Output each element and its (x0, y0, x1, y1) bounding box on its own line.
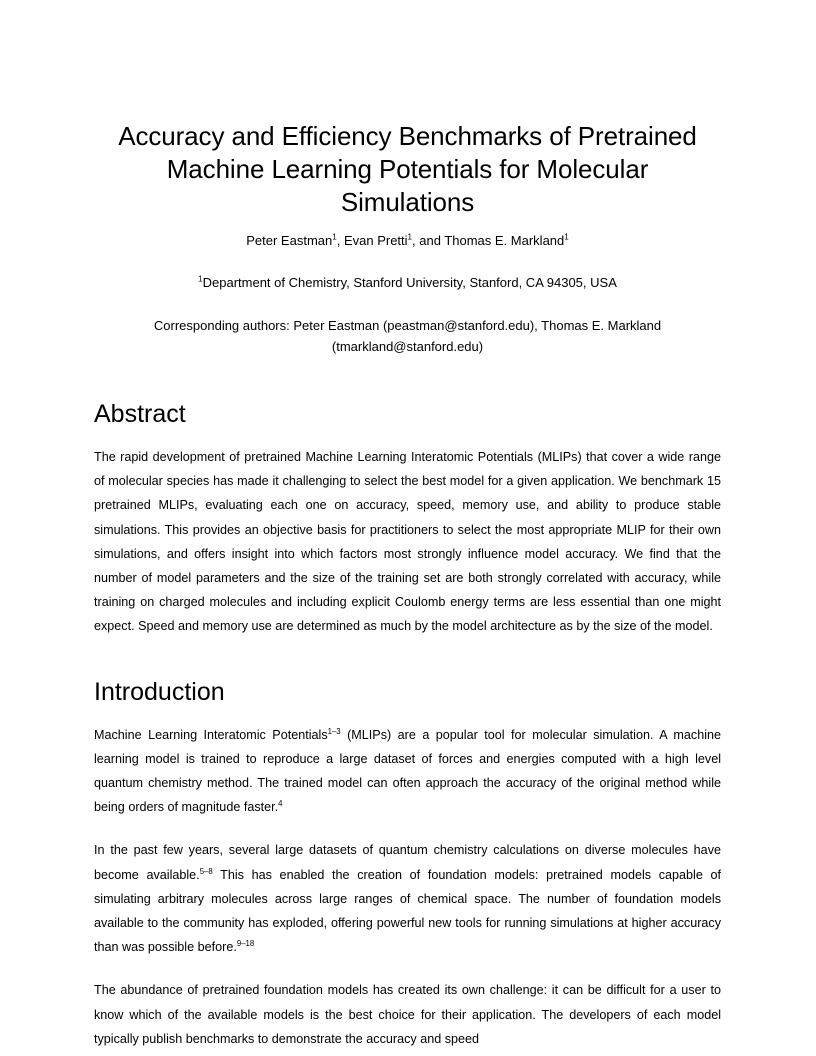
citation-reference: 4 (278, 799, 283, 809)
corresponding-line-1: Corresponding authors: Peter Eastman (pe… (153, 318, 662, 333)
affiliation-marker: 1 (198, 274, 203, 284)
page-content-column: Accuracy and Efficiency Benchmarks of Pr… (94, 0, 721, 1051)
corresponding-line-2: (tmarkland@stanford.edu) (331, 339, 484, 354)
intro-p1-text-b: (MLIPs) are a popular tool for molecular… (94, 727, 722, 815)
introduction-paragraph-3: The abundance of pretrained foundation m… (94, 983, 721, 1046)
citation-reference: 9–18 (236, 939, 255, 949)
introduction-paragraph-2: In the past few years, several large dat… (94, 819, 721, 959)
author-affiliation-marker: 1 (564, 232, 569, 242)
section-heading-introduction: Introduction (94, 677, 225, 706)
citation-reference: 5–8 (199, 866, 213, 876)
author-affiliation-marker: 1 (332, 232, 337, 242)
citation-reference: 1–3 (327, 726, 341, 736)
author-list: Peter Eastman1, Evan Pretti1, and Thomas… (246, 232, 569, 248)
intro-p2-text-b: This has enabled the creation of foundat… (94, 867, 722, 955)
introduction-paragraph-1: Machine Learning Interatomic Potentials1… (94, 707, 721, 820)
corresponding-authors: Corresponding authors: Peter Eastman (pe… (94, 292, 721, 357)
intro-p2-text-a: In the past few years, several large dat… (94, 843, 721, 882)
title-line-3: Simulations (340, 187, 475, 217)
intro-p1-text-a: Machine Learning Interatomic Potentials (94, 727, 328, 742)
title-line-2: Machine Learning Potentials for Molecula… (166, 154, 649, 184)
abstract-paragraph: The rapid development of pretrained Mach… (94, 450, 721, 634)
title-line-1: Accuracy and Efficiency Benchmarks of Pr… (118, 121, 697, 151)
page-title: Accuracy and Efficiency Benchmarks of Pr… (94, 0, 721, 219)
affiliation: 1Department of Chemistry, Stanford Unive… (198, 274, 617, 290)
section-heading-abstract: Abstract (94, 400, 186, 428)
author-affiliation-marker: 1 (407, 232, 413, 242)
